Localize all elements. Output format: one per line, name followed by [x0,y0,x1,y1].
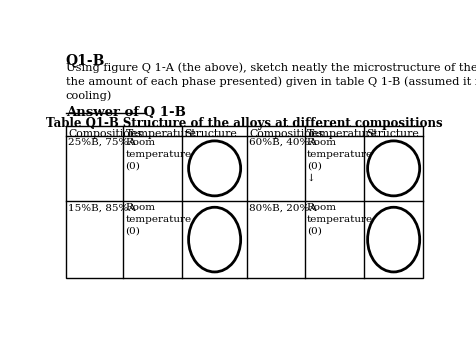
Text: Room
temperature
(0): Room temperature (0) [125,138,191,171]
Text: 25%B, 75%A: 25%B, 75%A [68,138,136,147]
Text: Compositions: Compositions [68,129,142,139]
Text: Temperature: Temperature [125,129,196,139]
Text: Structure: Structure [366,129,418,139]
Text: Answer of Q 1-B: Answer of Q 1-B [66,105,185,119]
Bar [66,126,422,278]
Text: Room
temperature
(0): Room temperature (0) [306,204,372,236]
Text: Q1-B: Q1-B [66,53,105,67]
Text: Using figure Q 1-A (the above), sketch neatly the microstructure of the alloys (: Using figure Q 1-A (the above), sketch n… [66,63,476,101]
Text: 60%B, 40%A: 60%B, 40%A [249,138,317,147]
Text: Structure: Structure [184,129,237,139]
Text: Table Q1-B Structure of the alloys at different compositions: Table Q1-B Structure of the alloys at di… [46,117,441,130]
Text: Temperature: Temperature [306,129,377,139]
Text: 15%B, 85%A: 15%B, 85%A [68,204,136,212]
Text: Room
temperature
(0)
↓: Room temperature (0) ↓ [306,138,372,182]
Text: Room
temperature
(0): Room temperature (0) [125,204,191,236]
Text: Compositions: Compositions [249,129,323,139]
Text: 80%B, 20%A: 80%B, 20%A [249,204,317,212]
